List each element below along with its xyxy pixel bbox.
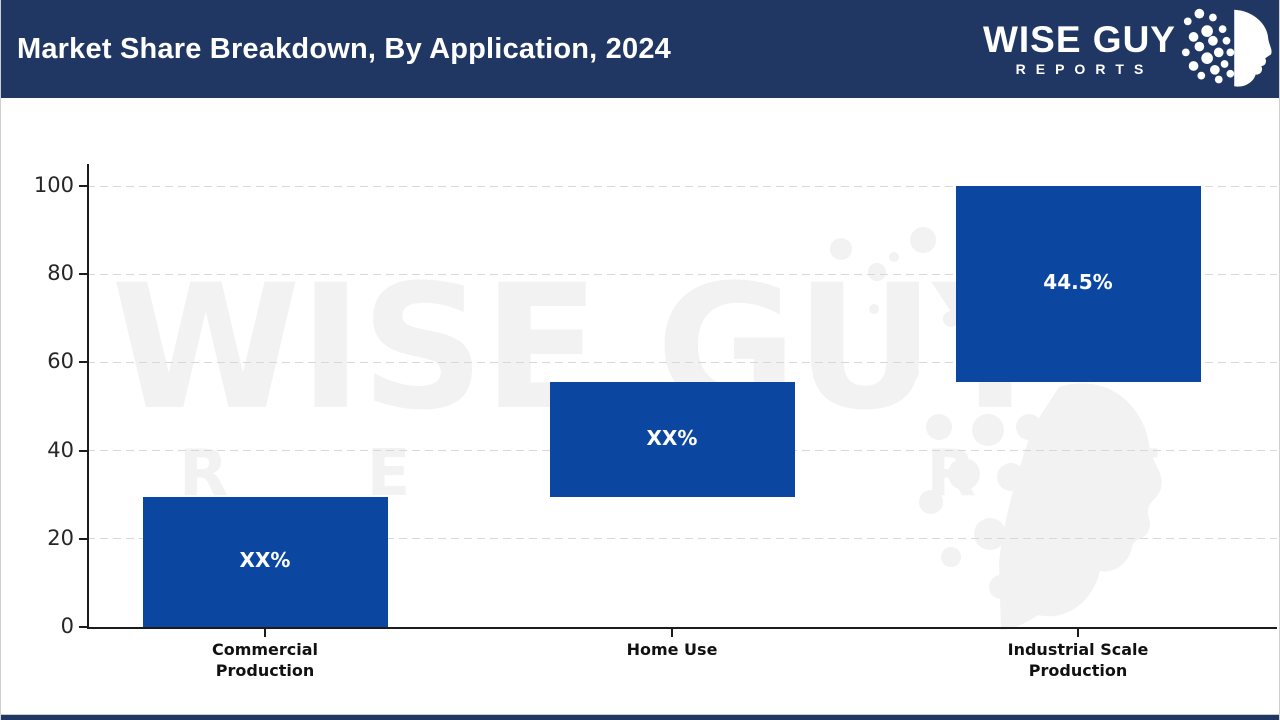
y-axis-tick-40 — [79, 449, 87, 452]
category-label-line: Home Use — [626, 640, 718, 659]
y-axis-tick-label-80: 80 — [47, 261, 74, 286]
x-axis-category-label-home-use: Home Use — [512, 639, 832, 660]
wiseguy-logo-text: WISE GUY REPORTS — [982, 18, 1176, 77]
category-label-line: Commercial — [211, 640, 319, 659]
gridline-y-100 — [87, 185, 1277, 187]
bar-commercial-production — [142, 496, 388, 627]
watermark-face-dots-icon — [830, 227, 1162, 630]
category-label-line: Production — [215, 661, 315, 680]
wiseguy-face-logo-icon — [1181, 8, 1272, 87]
y-axis-tick-label-60: 60 — [47, 349, 74, 374]
gridline-y-60 — [87, 361, 1277, 363]
category-label-line: Production — [1028, 661, 1128, 680]
y-axis-tick-0 — [79, 626, 87, 628]
x-axis-category-label-commercial-production: Commercial Production — [105, 639, 425, 681]
y-axis-tick-80 — [79, 273, 87, 276]
gridline-y-20 — [87, 538, 1277, 540]
page-title: Market Share Breakdown, By Application, … — [17, 32, 671, 65]
logo-wiseguy-label: WISE GUY — [982, 18, 1176, 60]
logo-reports-label: REPORTS — [1015, 60, 1154, 77]
x-axis-line — [87, 627, 1277, 629]
x-axis-tick-industrial-scale-production — [1077, 629, 1079, 637]
y-axis-tick-label-0: 0 — [60, 614, 74, 638]
y-axis-tick-label-100: 100 — [33, 173, 74, 198]
y-axis-tick-label-20: 20 — [47, 525, 74, 550]
y-axis-tick-100 — [79, 185, 87, 188]
x-axis-tick-home-use — [671, 629, 673, 637]
y-axis-tick-label-40: 40 — [47, 437, 74, 462]
bar-industrial-scale-production — [955, 186, 1201, 383]
x-axis-category-label-industrial-scale-production: Industrial Scale Production — [918, 639, 1238, 681]
bar-home-use — [549, 382, 795, 497]
gridline-y-80 — [87, 273, 1277, 275]
y-axis-line — [87, 164, 89, 629]
header-bar: Market Share Breakdown, By Application, … — [1, 0, 1279, 98]
bar-value-label-industrial-scale-production: 44.5% — [1043, 270, 1113, 295]
wiseguy-logo: WISE GUY REPORTS — [983, 7, 1272, 91]
x-axis-tick-commercial-production — [264, 629, 266, 637]
category-label-line: Industrial Scale — [1007, 640, 1149, 659]
bar-value-label-home-use: XX% — [646, 425, 698, 450]
y-axis-tick-60 — [79, 361, 87, 364]
bar-value-label-commercial-production: XX% — [239, 547, 291, 572]
y-axis-tick-20 — [79, 537, 87, 540]
footer-bar — [1, 714, 1279, 720]
